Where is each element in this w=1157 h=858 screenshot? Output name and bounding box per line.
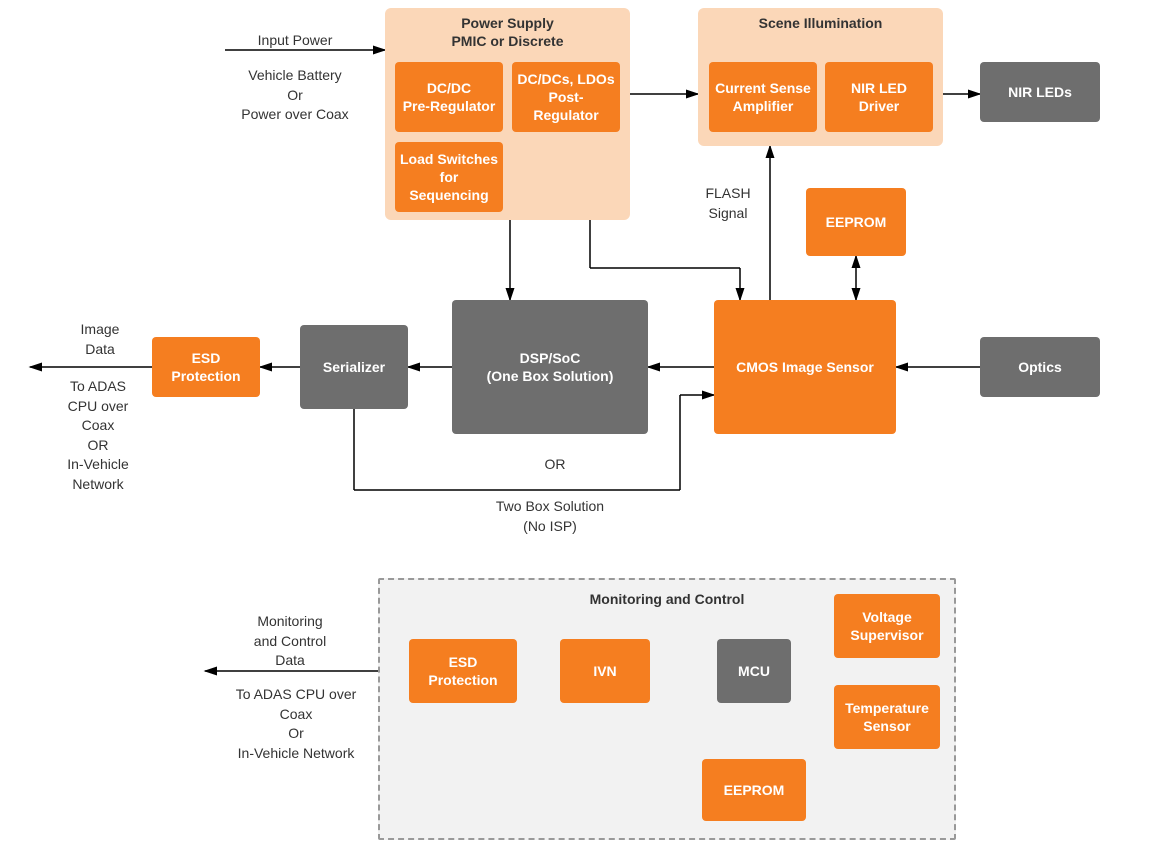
- to-adas-label: To ADASCPU overCoaxORIn-VehicleNetwork: [48, 377, 148, 495]
- esd1-block: ESD Protection: [152, 337, 260, 397]
- cmos-block: CMOS Image Sensor: [714, 300, 896, 434]
- monitoring-data-label: Monitoringand ControlData: [230, 612, 350, 671]
- or-label: OR: [540, 455, 570, 475]
- dsp-block: DSP/SoC(One Box Solution): [452, 300, 648, 434]
- two-box-label: Two Box Solution(No ISP): [480, 497, 620, 536]
- image-data-label: ImageData: [60, 320, 140, 359]
- eeprom2-block: EEPROM: [702, 759, 806, 821]
- power-supply-title: Power Supply PMIC or Discrete: [385, 8, 630, 50]
- dcdc-pre-block: DC/DCPre-Regulator: [395, 62, 503, 132]
- volt-sup-block: VoltageSupervisor: [834, 594, 940, 658]
- input-power-label: Input Power: [225, 31, 365, 51]
- ivn-block: IVN: [560, 639, 650, 703]
- scene-illumination-title: Scene Illumination: [698, 8, 943, 32]
- vehicle-battery-label: Vehicle BatteryOrPower over Coax: [225, 66, 365, 125]
- serializer-block: Serializer: [300, 325, 408, 409]
- optics-block: Optics: [980, 337, 1100, 397]
- curr-sense-block: Current SenseAmplifier: [709, 62, 817, 132]
- to-adas2-label: To ADAS CPU overCoaxOrIn-Vehicle Network: [216, 685, 376, 763]
- dcdc-post-block: DC/DCs, LDOsPost-Regulator: [512, 62, 620, 132]
- load-sw-block: Load Switchesfor Sequencing: [395, 142, 503, 212]
- flash-signal-label: FLASHSignal: [693, 184, 763, 223]
- esd2-block: ESD Protection: [409, 639, 517, 703]
- temp-sens-block: TemperatureSensor: [834, 685, 940, 749]
- nir-leds-block: NIR LEDs: [980, 62, 1100, 122]
- mcu-block: MCU: [717, 639, 791, 703]
- eeprom1-block: EEPROM: [806, 188, 906, 256]
- nir-drv-block: NIR LED Driver: [825, 62, 933, 132]
